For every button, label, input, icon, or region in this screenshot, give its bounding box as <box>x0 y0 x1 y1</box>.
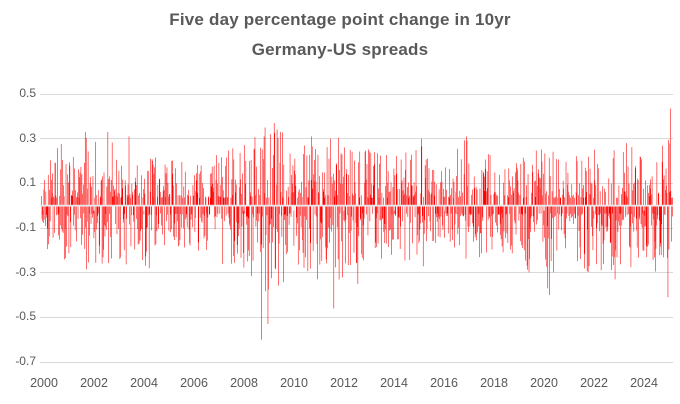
gridline <box>40 361 673 363</box>
x-tick-label: 2020 <box>530 376 558 390</box>
y-tick-label: -0.3 <box>15 264 36 279</box>
x-tick-label: 2002 <box>80 376 108 390</box>
y-tick-label: -0.5 <box>15 309 36 324</box>
y-tick-label: 0.3 <box>19 130 36 145</box>
x-tick-label: 2004 <box>130 376 158 390</box>
x-tick-label: 2010 <box>280 376 308 390</box>
chart-title-line-2: Germany-US spreads <box>251 40 429 59</box>
y-tick-label: -0.1 <box>15 220 36 234</box>
x-tick-label: 2022 <box>580 376 608 390</box>
x-tick-label: 2000 <box>30 376 58 390</box>
chart-title-line-1: Five day percentage point change in 10yr <box>169 10 511 29</box>
x-tick-label: 2008 <box>230 376 258 390</box>
x-tick-label: 2016 <box>430 376 458 390</box>
x-tick-label: 2012 <box>330 376 358 390</box>
bar-series-canvas <box>40 94 673 362</box>
y-tick-label: -0.7 <box>15 354 36 368</box>
x-tick-label: 2014 <box>380 376 408 390</box>
x-tick-label: 2024 <box>630 376 658 390</box>
x-tick-label: 2006 <box>180 376 208 390</box>
chart-title: Five day percentage point change in 10yr… <box>0 5 680 65</box>
x-tick-label: 2018 <box>480 376 508 390</box>
y-tick-label: 0.5 <box>19 86 36 100</box>
y-tick-label: 0.1 <box>19 175 36 190</box>
